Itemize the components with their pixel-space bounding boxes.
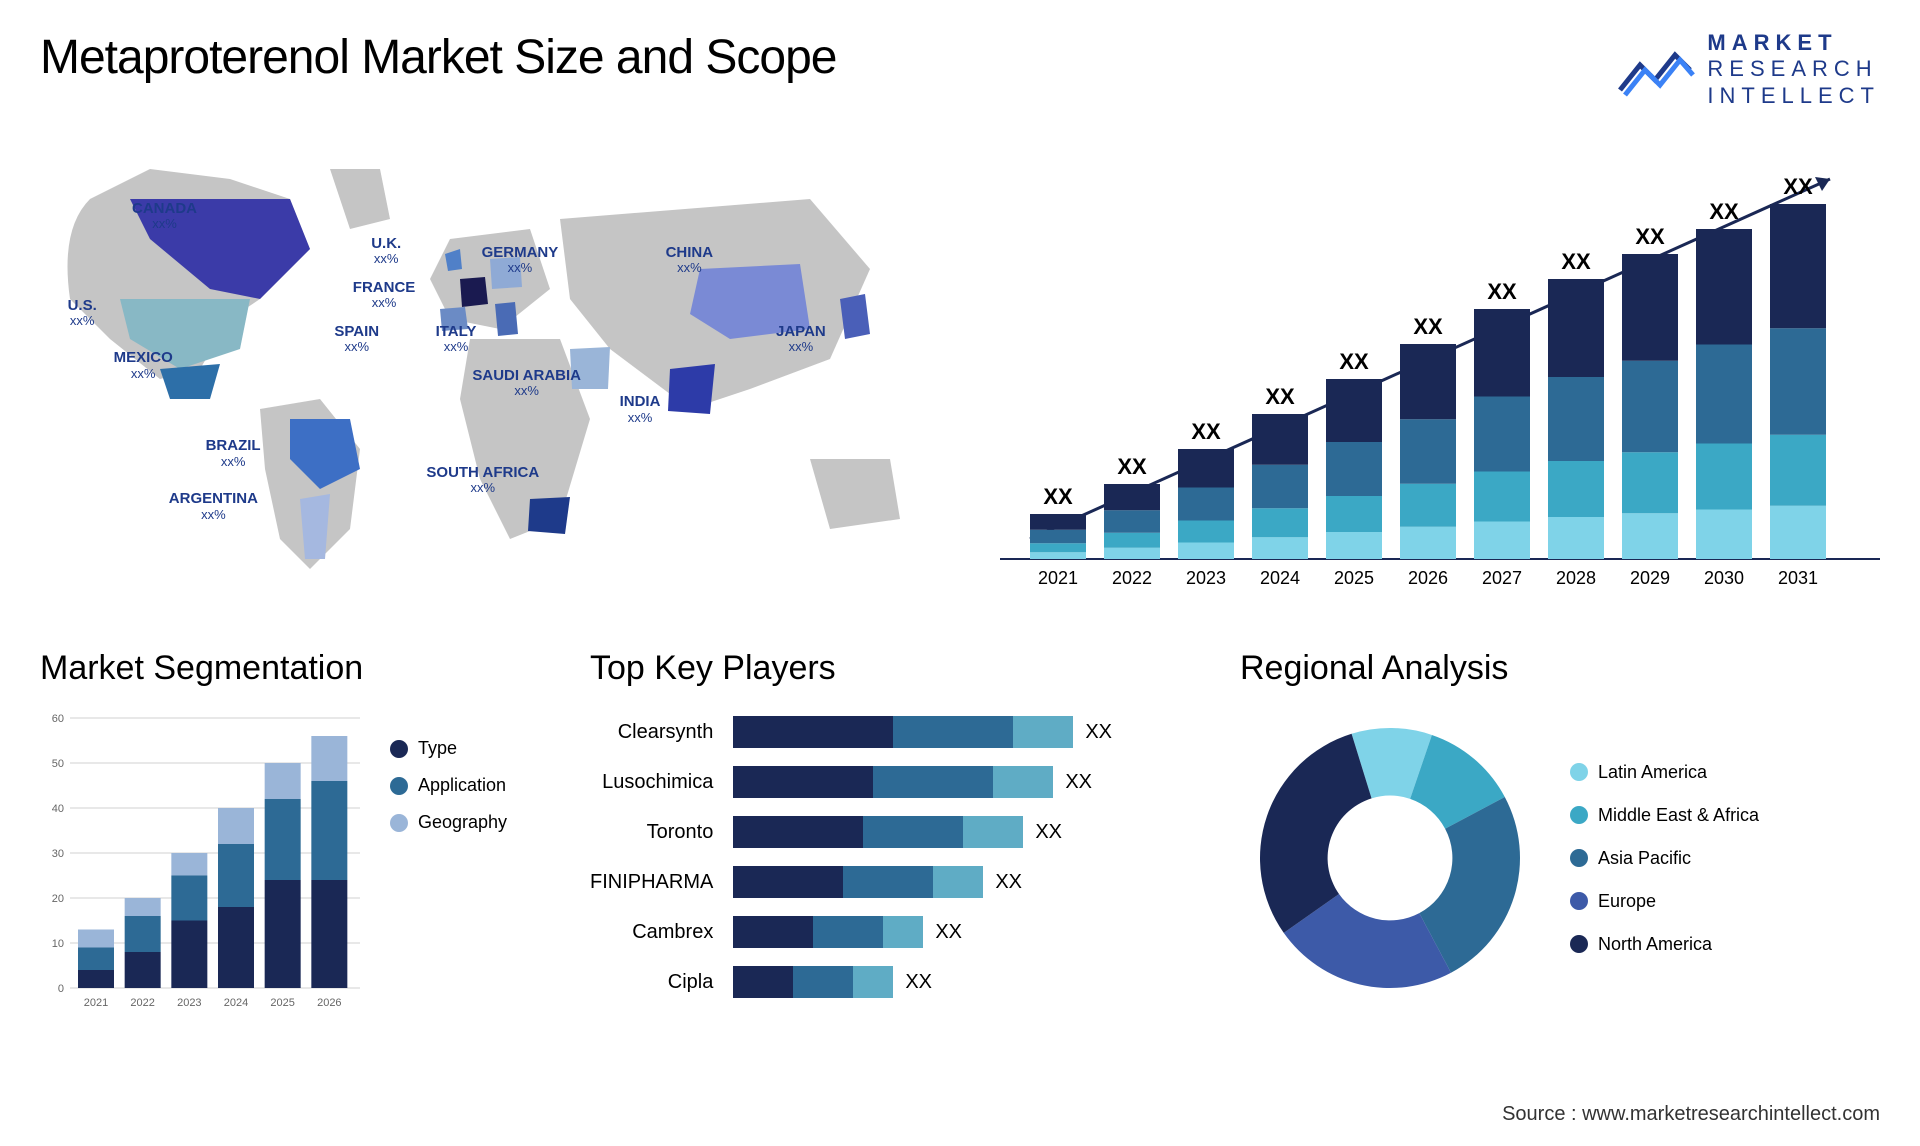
svg-text:40: 40 [52,803,64,815]
source-text: Source : www.marketresearchintellect.com [1502,1103,1880,1126]
map-label-spain: SPAINxx% [334,324,379,355]
map-label-us: U.S.xx% [68,298,97,329]
svg-text:XX: XX [1339,349,1369,374]
players-bars: XX XX XX XX XX XX [733,708,1210,998]
segmentation-panel: Market Segmentation 0 10 20 30 40 50 60 2021 202… [40,649,560,1029]
svg-text:XX: XX [1561,249,1591,274]
svg-text:2026: 2026 [1408,568,1448,588]
player-row: XX [733,966,1210,998]
svg-text:2029: 2029 [1630,568,1670,588]
svg-text:0: 0 [58,983,64,995]
logo: MARKET RESEARCH INTELLECT [1615,30,1880,109]
svg-text:2022: 2022 [130,997,154,1009]
regional-legend-item: Latin America [1570,762,1759,783]
players-title: Top Key Players [590,649,1210,688]
map-label-canada: CANADAxx% [132,201,197,232]
map-label-mexico: MEXICOxx% [114,350,173,381]
map-label-southafrica: SOUTH AFRICAxx% [426,465,539,496]
svg-text:2028: 2028 [1556,568,1596,588]
map-label-china: CHINAxx% [666,245,714,276]
world-map: CANADAxx% U.S.xx% MEXICOxx% BRAZILxx% ARGENT… [40,139,960,579]
svg-text:2026: 2026 [317,997,341,1009]
svg-text:XX: XX [1191,419,1221,444]
svg-text:2021: 2021 [84,997,108,1009]
players-panel: Top Key Players Clearsynth Lusochimica Tor… [590,649,1210,1029]
svg-text:2022: 2022 [1112,568,1152,588]
header: Metaproterenol Market Size and Scope MAR… [40,30,1880,109]
svg-text:2030: 2030 [1704,568,1744,588]
segmentation-chart: 0 10 20 30 40 50 60 2021 2022 2023 2024 2025 2026 [40,708,370,1018]
segmentation-legend: Type Application Geography [390,708,507,1018]
svg-text:XX: XX [1635,224,1665,249]
regional-title: Regional Analysis [1240,649,1880,688]
svg-text:10: 10 [52,938,64,950]
player-label: Lusochimica [602,766,713,798]
map-label-india: INDIAxx% [620,394,661,425]
map-label-uk: U.K.xx% [371,236,401,267]
svg-text:XX: XX [1709,199,1739,224]
svg-text:2024: 2024 [1260,568,1300,588]
svg-text:XX: XX [1413,314,1443,339]
players-labels: Clearsynth Lusochimica Toronto FINIPHARMA Ca… [590,708,713,998]
map-label-france: FRANCExx% [353,280,416,311]
svg-text:2023: 2023 [1186,568,1226,588]
player-label: Cipla [668,966,714,998]
forecast-panel: XX 2021 XX 2022 XX 2023 XX 2024 XX 2025 XX 2026 XX 20… [1000,139,1880,619]
regional-panel: Regional Analysis Latin America Middle Ea… [1240,649,1880,1029]
map-label-argentina: ARGENTINAxx% [169,491,258,522]
svg-text:2031: 2031 [1778,568,1818,588]
regional-legend-item: Europe [1570,891,1759,912]
svg-text:XX: XX [1783,174,1813,199]
svg-text:60: 60 [52,713,64,725]
svg-text:2023: 2023 [177,997,201,1009]
regional-legend: Latin America Middle East & Africa Asia Pa… [1570,762,1759,955]
svg-text:XX: XX [1265,384,1295,409]
player-label: Toronto [647,816,714,848]
map-label-italy: ITALYxx% [436,324,477,355]
forecast-chart: XX 2021 XX 2022 XX 2023 XX 2024 XX 2025 XX 2026 XX 20… [1000,139,1880,599]
world-map-panel: CANADAxx% U.S.xx% MEXICOxx% BRAZILxx% ARGENT… [40,139,960,619]
map-label-brazil: BRAZILxx% [206,438,261,469]
player-row: XX [733,916,1210,948]
player-row: XX [733,766,1210,798]
svg-text:2025: 2025 [270,997,294,1009]
map-label-japan: JAPANxx% [776,324,826,355]
svg-text:2027: 2027 [1482,568,1522,588]
svg-text:XX: XX [1487,279,1517,304]
svg-text:XX: XX [1043,484,1073,509]
player-label: FINIPHARMA [590,866,713,898]
player-row: XX [733,716,1210,748]
player-label: Cambrex [632,916,713,948]
svg-text:20: 20 [52,893,64,905]
regional-legend-item: Asia Pacific [1570,848,1759,869]
svg-text:XX: XX [1117,454,1147,479]
logo-text-1: MARKET [1707,30,1880,56]
svg-text:50: 50 [52,758,64,770]
svg-text:2025: 2025 [1334,568,1374,588]
logo-text-2: RESEARCH [1707,56,1880,82]
regional-legend-item: North America [1570,934,1759,955]
regional-legend-item: Middle East & Africa [1570,805,1759,826]
seg-legend-application: Application [390,775,507,796]
map-label-saudiarabia: SAUDI ARABIAxx% [472,368,581,399]
logo-text-3: INTELLECT [1707,83,1880,109]
player-row: XX [733,866,1210,898]
svg-text:2024: 2024 [224,997,248,1009]
page-title: Metaproterenol Market Size and Scope [40,30,836,85]
logo-icon [1615,40,1695,100]
seg-legend-geography: Geography [390,812,507,833]
segmentation-title: Market Segmentation [40,649,560,688]
svg-text:2021: 2021 [1038,568,1078,588]
player-label: Clearsynth [618,716,714,748]
map-label-germany: GERMANYxx% [482,245,559,276]
regional-donut [1240,708,1540,1008]
seg-legend-type: Type [390,738,507,759]
player-row: XX [733,816,1210,848]
svg-text:30: 30 [52,848,64,860]
